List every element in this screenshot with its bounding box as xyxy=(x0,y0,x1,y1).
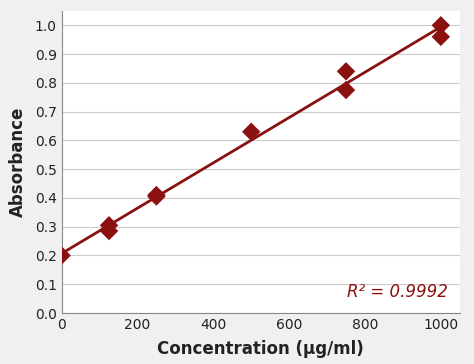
Y-axis label: Absorbance: Absorbance xyxy=(9,107,27,217)
Point xyxy=(153,194,160,199)
Point xyxy=(342,87,350,93)
Text: R² = 0.9992: R² = 0.9992 xyxy=(347,283,448,301)
Point xyxy=(105,228,113,234)
Point xyxy=(342,68,350,74)
Point xyxy=(58,253,65,258)
X-axis label: Concentration (μg/ml): Concentration (μg/ml) xyxy=(157,340,364,358)
Point xyxy=(105,222,113,228)
Point xyxy=(437,23,445,28)
Point xyxy=(153,192,160,198)
Point xyxy=(247,129,255,135)
Point xyxy=(437,34,445,40)
